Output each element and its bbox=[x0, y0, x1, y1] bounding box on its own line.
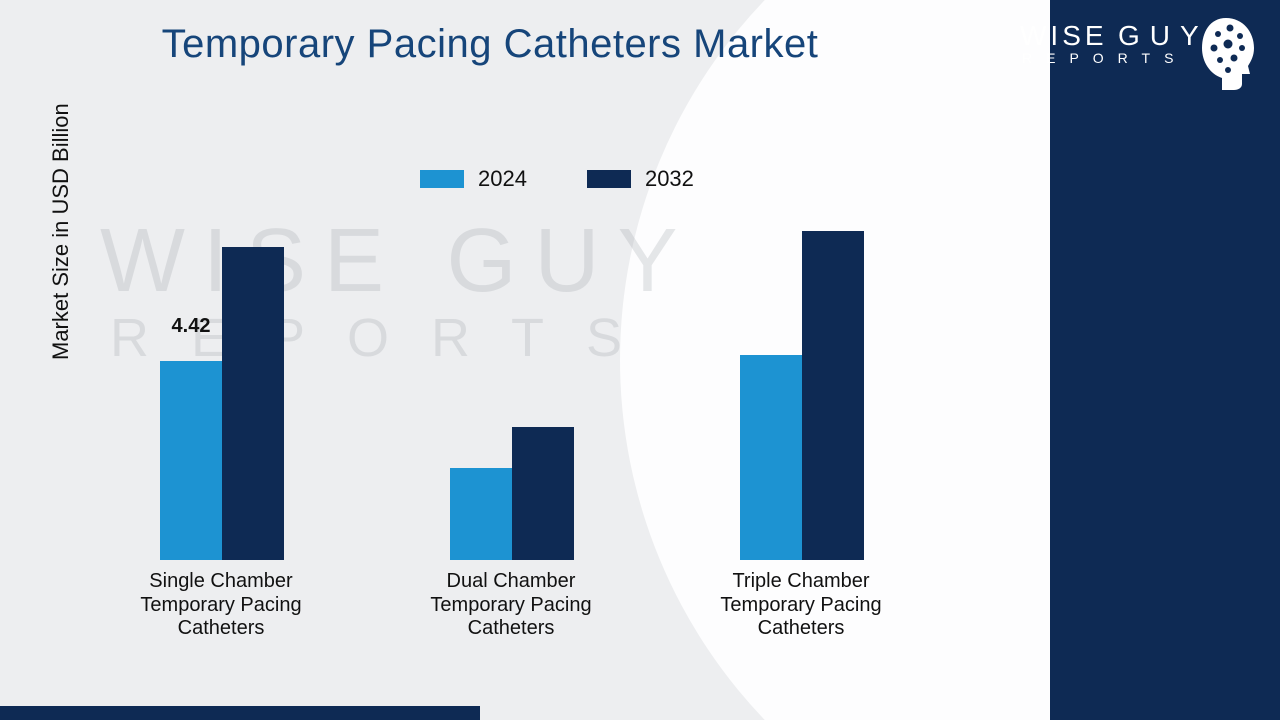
bar-value-label: 4.42 bbox=[172, 315, 211, 338]
legend-swatch-2024 bbox=[420, 170, 464, 188]
bar-2032 bbox=[802, 231, 864, 560]
legend-label-2024: 2024 bbox=[478, 166, 527, 192]
bottom-accent-bar bbox=[0, 706, 480, 720]
right-brand-band bbox=[1050, 0, 1280, 720]
chart-title: Temporary Pacing Catheters Market bbox=[60, 22, 920, 67]
x-tick-label: Single Chamber Temporary Pacing Catheter… bbox=[136, 570, 306, 641]
chart-canvas: Temporary Pacing Catheters Market WISE G… bbox=[0, 0, 1280, 720]
bar-2024 bbox=[450, 468, 512, 560]
legend: 2024 2032 bbox=[420, 166, 694, 192]
plot-area: 4.42 bbox=[140, 200, 940, 560]
bar-2024 bbox=[740, 355, 802, 560]
x-tick-label: Dual Chamber Temporary Pacing Catheters bbox=[426, 570, 596, 641]
legend-swatch-2032 bbox=[587, 170, 631, 188]
brand-logo: WISE GUY REPORTS bbox=[1020, 20, 1250, 66]
bar-2024 bbox=[160, 361, 222, 560]
legend-item-2024: 2024 bbox=[420, 166, 527, 192]
bar-2032 bbox=[222, 247, 284, 560]
x-tick-label: Triple Chamber Temporary Pacing Catheter… bbox=[716, 570, 886, 641]
legend-label-2032: 2032 bbox=[645, 166, 694, 192]
brand-word-1: WISE bbox=[1020, 20, 1108, 52]
y-axis-label: Market Size in USD Billion bbox=[48, 103, 74, 360]
bar-2032 bbox=[512, 427, 574, 560]
brand-head-icon bbox=[1188, 14, 1258, 94]
legend-item-2032: 2032 bbox=[587, 166, 694, 192]
